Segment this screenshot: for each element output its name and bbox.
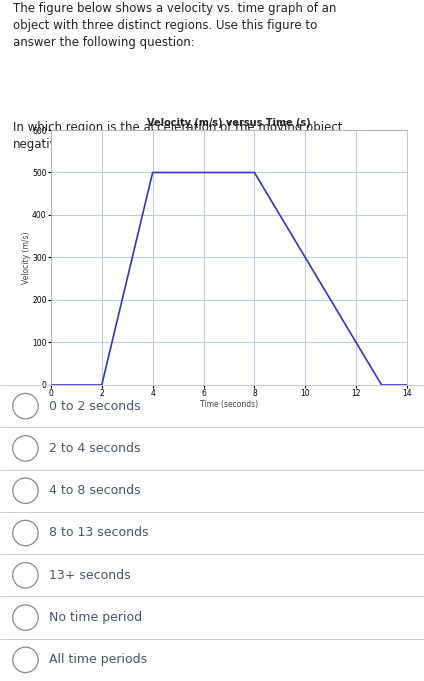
Text: 8 to 13 seconds: 8 to 13 seconds <box>49 526 148 539</box>
X-axis label: Time (seconds): Time (seconds) <box>200 400 258 409</box>
Title: Velocity (m/s) versus Time (s): Velocity (m/s) versus Time (s) <box>147 118 311 128</box>
Text: In which region is the acceleration of the moving object
negative?: In which region is the acceleration of t… <box>13 121 342 151</box>
Text: The figure below shows a velocity vs. time graph of an
object with three distinc: The figure below shows a velocity vs. ti… <box>13 2 336 49</box>
Y-axis label: Velocity (m/s): Velocity (m/s) <box>22 232 31 284</box>
Text: All time periods: All time periods <box>49 653 147 666</box>
Text: No time period: No time period <box>49 611 142 624</box>
Text: 13+ seconds: 13+ seconds <box>49 569 131 582</box>
Text: 4 to 8 seconds: 4 to 8 seconds <box>49 484 140 497</box>
Text: 2 to 4 seconds: 2 to 4 seconds <box>49 442 140 455</box>
Text: 0 to 2 seconds: 0 to 2 seconds <box>49 400 140 413</box>
